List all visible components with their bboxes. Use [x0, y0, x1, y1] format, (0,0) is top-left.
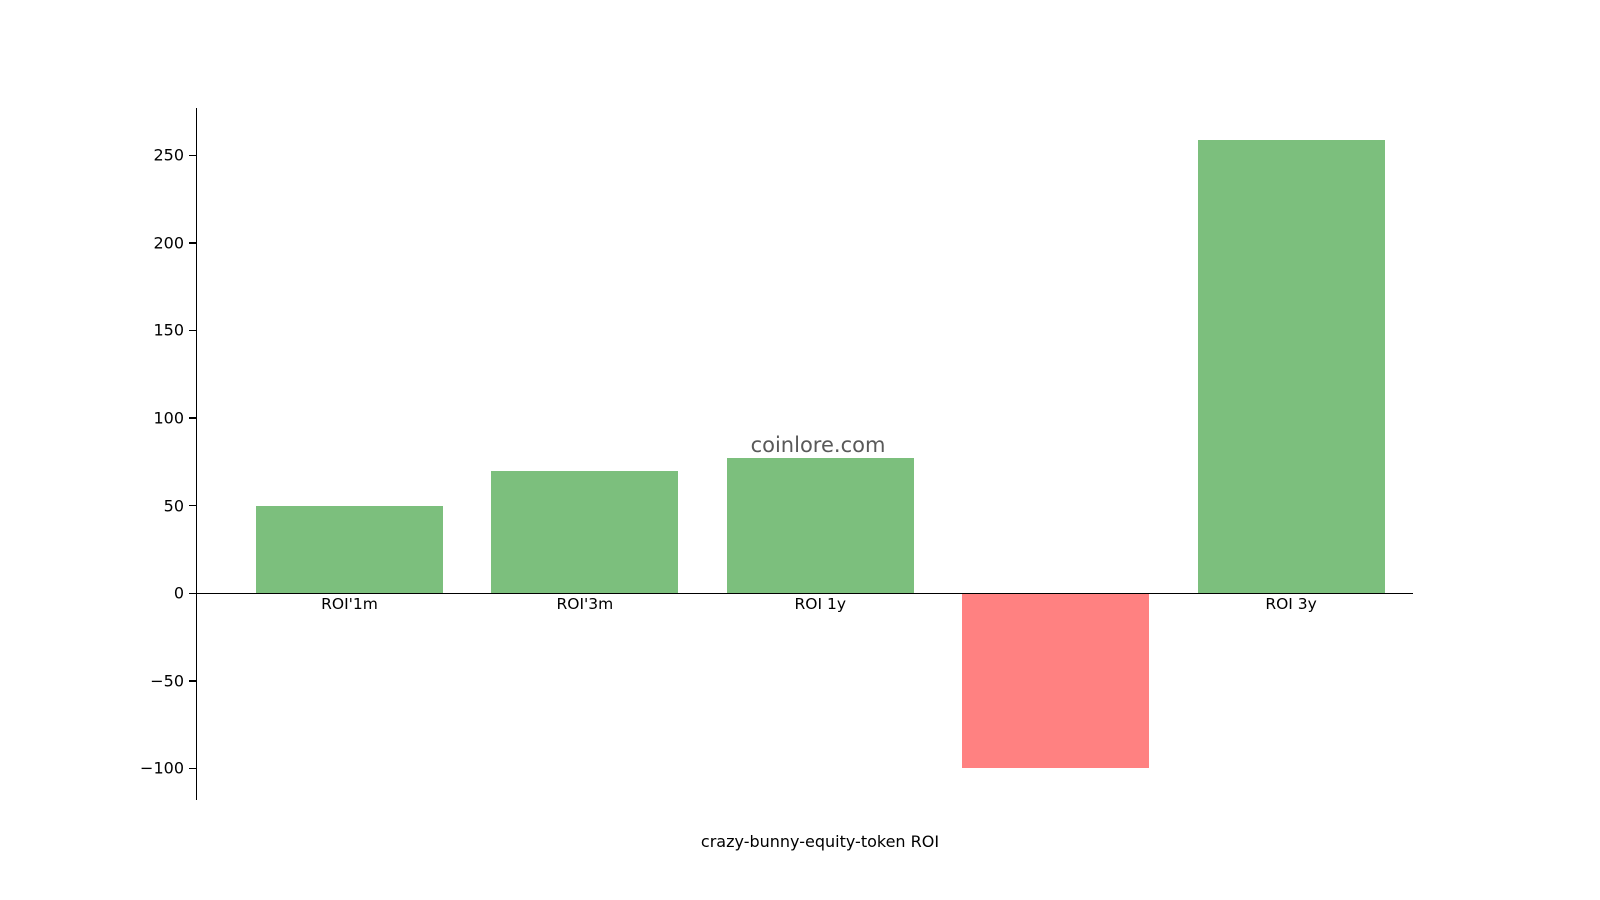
- x-tick-label: ROI 1y: [794, 595, 847, 614]
- y-tick-mark: [188, 242, 196, 244]
- y-tick-label: 50: [163, 496, 184, 516]
- coinlore-watermark: coinlore.com: [750, 433, 886, 457]
- chart-title: crazy-bunny-equity-token ROI: [700, 832, 940, 851]
- bar-roi-1m: [256, 505, 443, 594]
- y-tick-label: 200: [153, 233, 184, 253]
- y-tick-label: 250: [153, 145, 184, 165]
- y-tick-label: 150: [153, 320, 184, 340]
- bar-negative-3: [962, 593, 1150, 769]
- x-tick-label: ROI'1m: [321, 595, 378, 614]
- y-tick-mark: [188, 767, 196, 770]
- y-tick-label: 0: [173, 583, 184, 603]
- x-axis-line: [197, 592, 1413, 595]
- x-tick-label: ROI 3y: [1265, 595, 1317, 614]
- bar-roi-1y: [726, 458, 914, 594]
- y-tick-mark: [188, 154, 196, 157]
- y-tick-mark: [188, 329, 196, 332]
- y-tick-label: −100: [140, 758, 184, 778]
- x-tick-label: ROI'3m: [556, 595, 614, 614]
- y-tick-label: −50: [150, 671, 184, 691]
- y-axis-line: [195, 108, 197, 800]
- bar-roi-3y: [1197, 139, 1385, 594]
- y-tick-mark: [188, 504, 196, 507]
- bar-roi-3m: [491, 470, 679, 594]
- y-tick-label: 100: [153, 408, 184, 428]
- y-tick-mark: [188, 592, 196, 595]
- y-tick-mark: [188, 417, 196, 419]
- y-tick-mark: [188, 680, 196, 682]
